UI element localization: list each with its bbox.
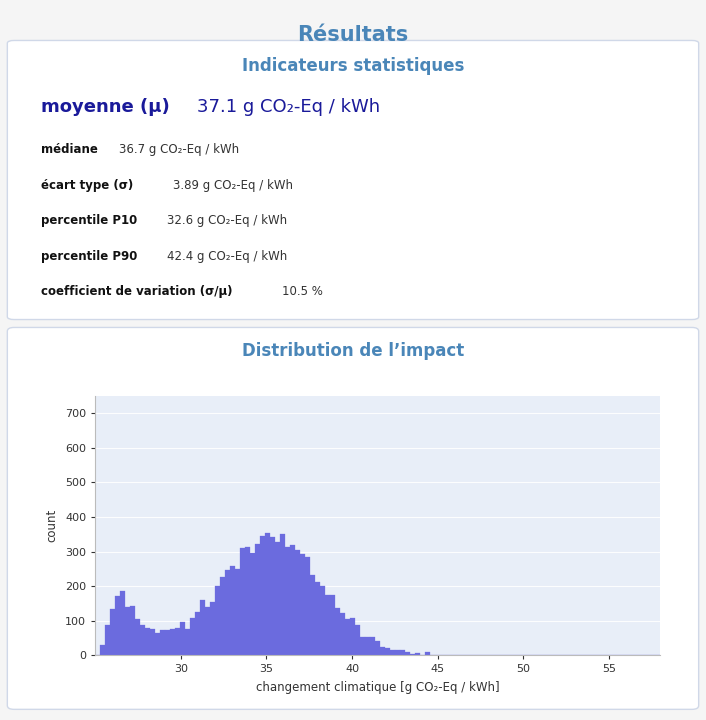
Bar	[100, 645, 105, 655]
Bar	[275, 542, 280, 655]
Bar	[230, 566, 235, 655]
Bar	[105, 626, 110, 655]
Bar	[195, 612, 200, 655]
Text: 3.89 g CO₂-Eq / kWh: 3.89 g CO₂-Eq / kWh	[174, 179, 294, 192]
Bar	[145, 628, 150, 655]
Bar	[320, 586, 325, 655]
FancyBboxPatch shape	[7, 328, 699, 709]
Bar	[160, 629, 165, 655]
Bar	[125, 607, 130, 655]
Bar	[340, 613, 345, 655]
Bar	[290, 545, 295, 655]
Bar	[150, 629, 155, 655]
Bar	[305, 557, 310, 655]
Bar	[315, 582, 320, 655]
Text: écart type (σ): écart type (σ)	[41, 179, 133, 192]
Bar	[155, 634, 160, 655]
Bar	[215, 586, 220, 655]
Text: 37.1 g CO₂-Eq / kWh: 37.1 g CO₂-Eq / kWh	[197, 98, 381, 116]
Bar	[280, 534, 285, 655]
Bar	[110, 609, 115, 655]
Bar	[355, 626, 360, 655]
Bar	[310, 575, 315, 655]
Bar	[350, 618, 355, 655]
Bar	[385, 647, 390, 655]
Bar	[375, 641, 380, 655]
Bar	[235, 569, 240, 655]
X-axis label: changement climatique [g CO₂-Eq / kWh]: changement climatique [g CO₂-Eq / kWh]	[256, 681, 500, 694]
Bar	[405, 652, 409, 655]
Bar	[390, 649, 395, 655]
Text: Indicateurs statistiques: Indicateurs statistiques	[242, 57, 464, 75]
Bar	[380, 647, 385, 655]
Bar	[360, 636, 365, 655]
Bar	[240, 549, 245, 655]
Bar	[409, 654, 415, 655]
Bar	[400, 649, 405, 655]
Bar	[325, 595, 330, 655]
Bar	[365, 636, 370, 655]
Bar	[170, 629, 175, 655]
Text: percentile P90: percentile P90	[41, 250, 138, 263]
Bar	[165, 629, 170, 655]
Text: 36.7 g CO₂-Eq / kWh: 36.7 g CO₂-Eq / kWh	[119, 143, 239, 156]
Bar	[295, 551, 300, 655]
Bar	[115, 595, 120, 655]
Text: 42.4 g CO₂-Eq / kWh: 42.4 g CO₂-Eq / kWh	[167, 250, 287, 263]
Bar	[130, 606, 136, 655]
Bar	[265, 533, 270, 655]
Y-axis label: count: count	[45, 509, 58, 542]
Bar	[245, 546, 250, 655]
Bar	[335, 608, 340, 655]
Bar	[250, 552, 255, 655]
Bar	[270, 537, 275, 655]
Bar	[175, 629, 180, 655]
Bar	[185, 629, 190, 655]
Bar	[425, 652, 430, 655]
Text: 10.5 %: 10.5 %	[282, 285, 323, 298]
Bar	[200, 600, 205, 655]
Bar	[345, 619, 350, 655]
Text: percentile P10: percentile P10	[41, 214, 138, 228]
Bar	[220, 577, 225, 655]
Bar	[260, 536, 265, 655]
Bar	[190, 618, 195, 655]
Bar	[140, 625, 145, 655]
Text: moyenne (μ): moyenne (μ)	[41, 98, 176, 116]
Bar	[330, 595, 335, 655]
Bar	[120, 590, 125, 655]
Bar	[180, 621, 185, 655]
Text: médiane: médiane	[41, 143, 98, 156]
Text: 32.6 g CO₂-Eq / kWh: 32.6 g CO₂-Eq / kWh	[167, 214, 287, 228]
Bar	[225, 570, 230, 655]
Bar	[285, 546, 290, 655]
Bar	[255, 544, 260, 655]
Bar	[210, 602, 215, 655]
Bar	[395, 650, 400, 655]
FancyBboxPatch shape	[7, 40, 699, 320]
Text: Distribution de l’impact: Distribution de l’impact	[242, 343, 464, 361]
Bar	[205, 607, 210, 655]
Text: Résultats: Résultats	[297, 25, 409, 45]
Bar	[370, 637, 375, 655]
Bar	[136, 618, 140, 655]
Text: coefficient de variation (σ/μ): coefficient de variation (σ/μ)	[41, 285, 233, 298]
Bar	[300, 554, 305, 655]
Bar	[415, 653, 420, 655]
